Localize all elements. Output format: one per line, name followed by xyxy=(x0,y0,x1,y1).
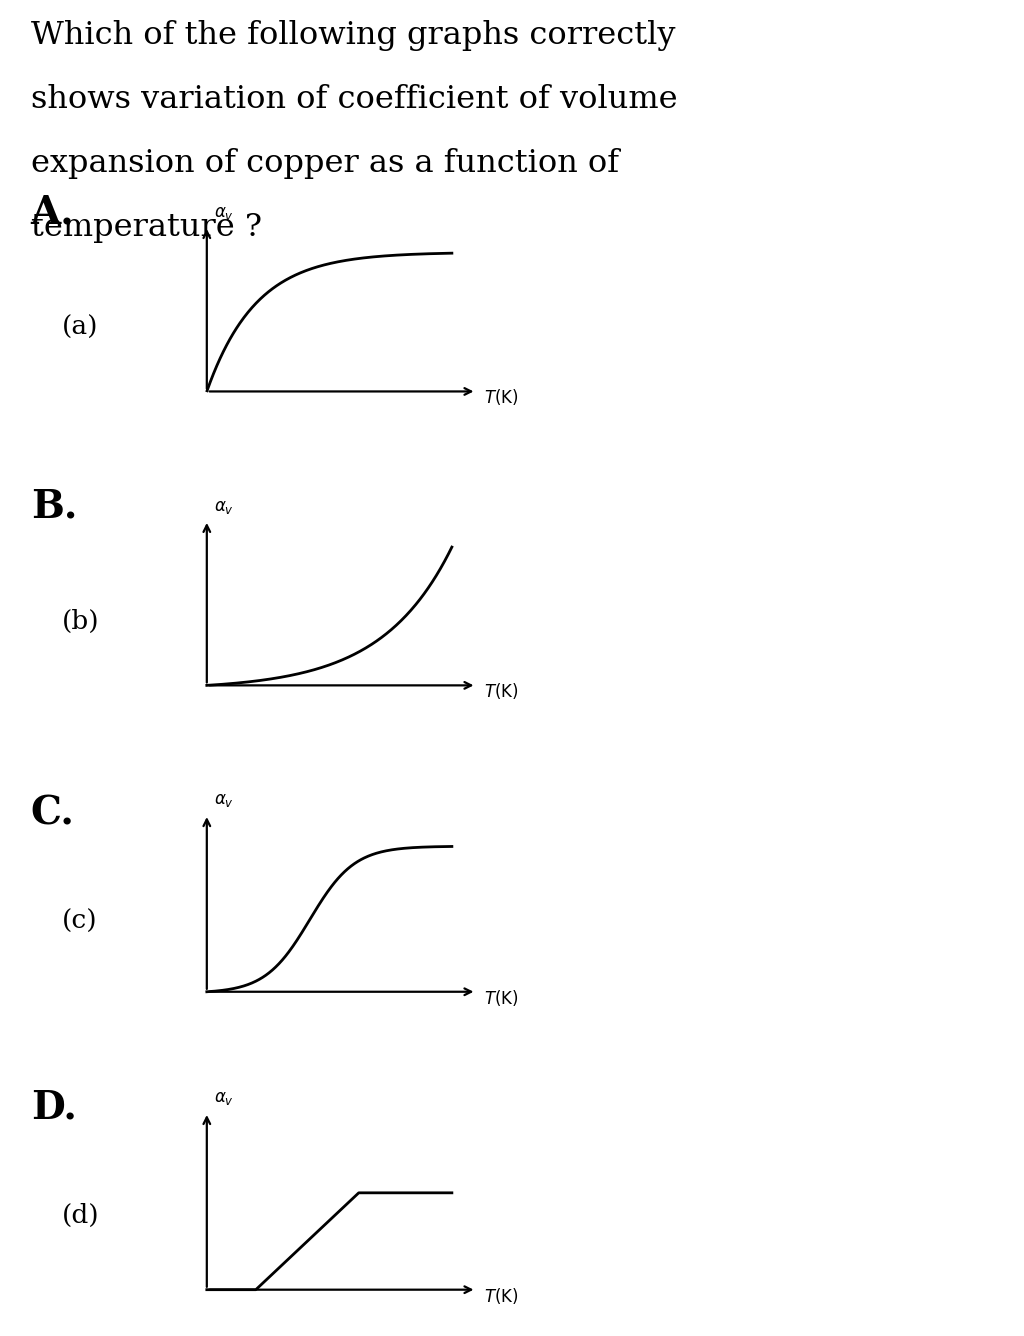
Text: (b): (b) xyxy=(61,609,99,633)
Text: $\it{T}$(K): $\it{T}$(K) xyxy=(483,1287,518,1307)
Text: D.: D. xyxy=(31,1089,77,1126)
Text: shows variation of coefficient of volume: shows variation of coefficient of volume xyxy=(31,84,677,115)
Text: (a): (a) xyxy=(61,315,98,339)
Text: Which of the following graphs correctly: Which of the following graphs correctly xyxy=(31,20,675,51)
Text: B.: B. xyxy=(31,488,77,525)
Text: $\it{T}$(K): $\it{T}$(K) xyxy=(483,681,518,701)
Text: (c): (c) xyxy=(61,910,97,934)
Text: expansion of copper as a function of: expansion of copper as a function of xyxy=(31,148,618,179)
Text: $\alpha_v$: $\alpha_v$ xyxy=(214,203,234,222)
Text: $\it{T}$(K): $\it{T}$(K) xyxy=(483,387,518,407)
Text: $\alpha_v$: $\alpha_v$ xyxy=(214,791,234,810)
Text: (d): (d) xyxy=(61,1204,99,1228)
Text: temperature ?: temperature ? xyxy=(31,212,262,243)
Text: $\alpha_v$: $\alpha_v$ xyxy=(214,1089,234,1108)
Text: C.: C. xyxy=(31,795,75,832)
Text: $\it{T}$(K): $\it{T}$(K) xyxy=(483,989,518,1009)
Text: $\alpha_v$: $\alpha_v$ xyxy=(214,497,234,516)
Text: A.: A. xyxy=(31,194,75,231)
